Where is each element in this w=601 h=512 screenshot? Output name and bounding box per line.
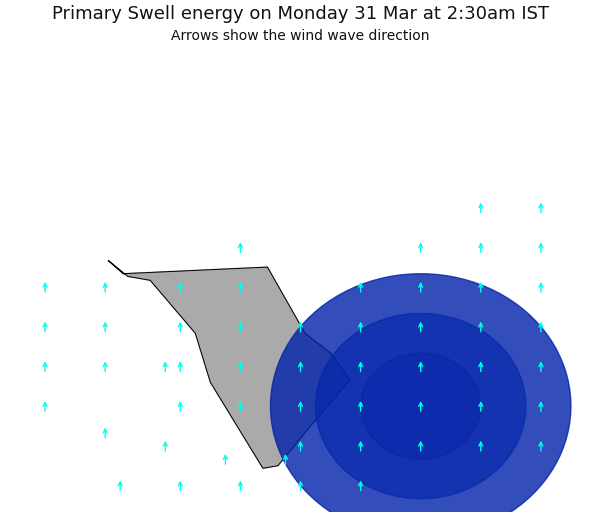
- Polygon shape: [108, 261, 350, 468]
- Text: Primary Swell energy on Monday 31 Mar at 2:30am IST: Primary Swell energy on Monday 31 Mar at…: [52, 5, 549, 23]
- Polygon shape: [361, 353, 481, 459]
- Text: Arrows show the wind wave direction: Arrows show the wind wave direction: [171, 30, 430, 44]
- Polygon shape: [270, 274, 571, 512]
- Polygon shape: [316, 313, 526, 499]
